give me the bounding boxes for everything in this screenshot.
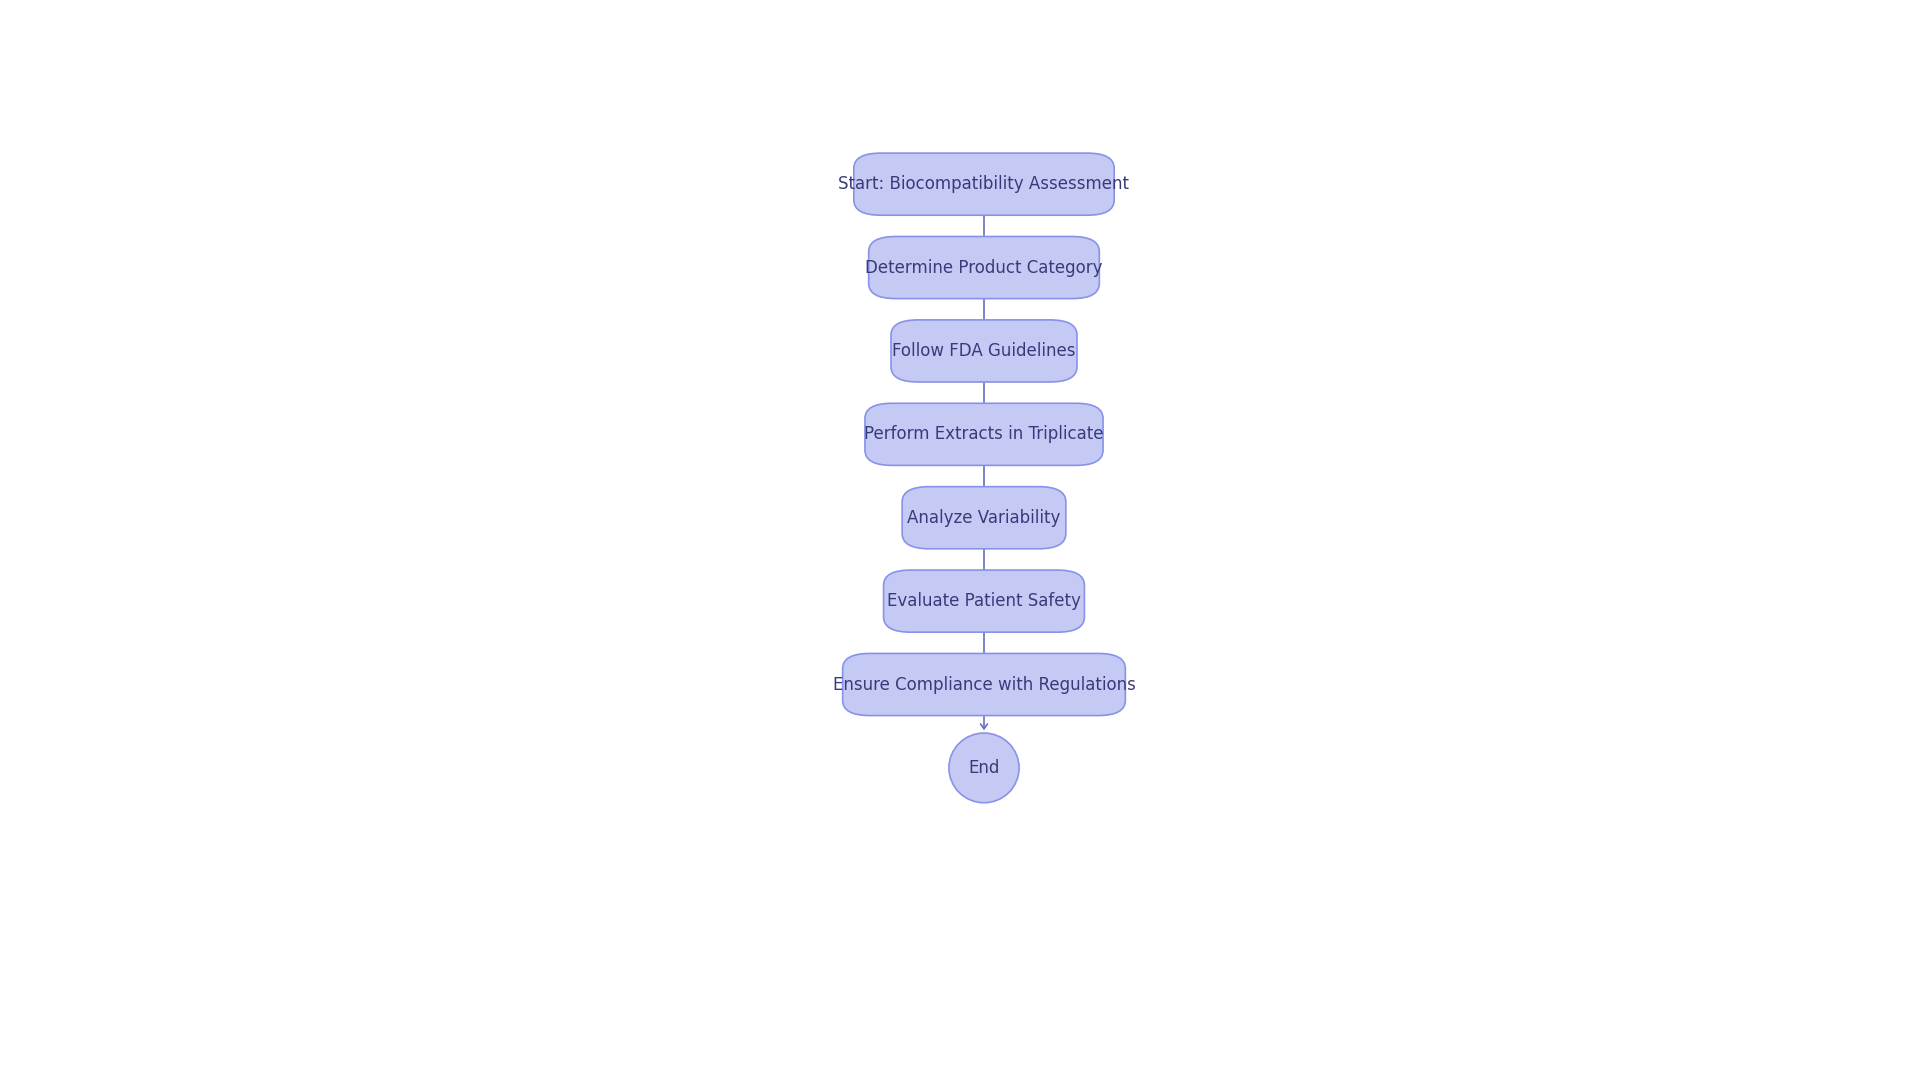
FancyBboxPatch shape [854,153,1114,216]
Text: Analyze Variability: Analyze Variability [908,509,1060,526]
FancyBboxPatch shape [883,570,1085,632]
Text: Follow FDA Guidelines: Follow FDA Guidelines [893,342,1075,360]
Text: Determine Product Category: Determine Product Category [866,259,1102,276]
Text: Evaluate Patient Safety: Evaluate Patient Safety [887,592,1081,610]
FancyBboxPatch shape [868,236,1100,299]
FancyBboxPatch shape [902,486,1066,549]
Ellipse shape [948,733,1020,803]
FancyBboxPatch shape [843,653,1125,716]
Text: Ensure Compliance with Regulations: Ensure Compliance with Regulations [833,676,1135,693]
Text: End: End [968,759,1000,777]
Text: Start: Biocompatibility Assessment: Start: Biocompatibility Assessment [839,175,1129,193]
FancyBboxPatch shape [864,403,1102,466]
FancyBboxPatch shape [891,319,1077,382]
Text: Perform Extracts in Triplicate: Perform Extracts in Triplicate [864,426,1104,443]
